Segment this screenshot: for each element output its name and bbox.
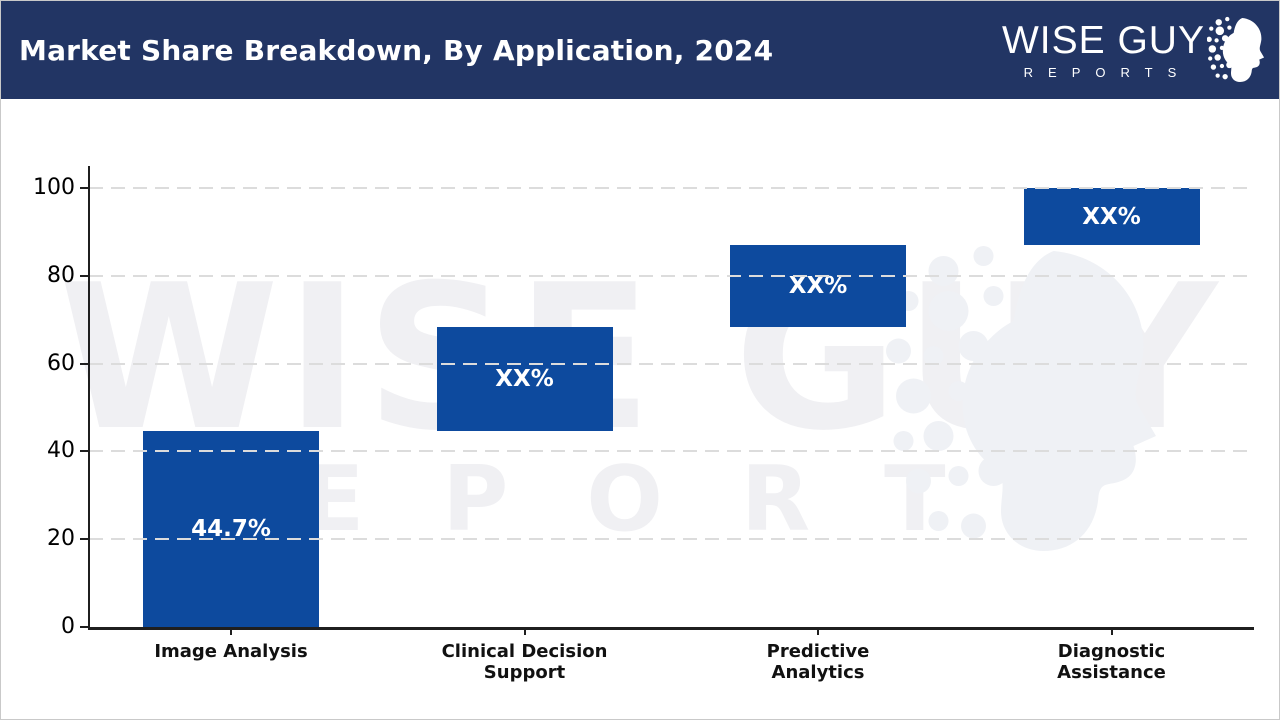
x-axis-tick <box>230 627 232 635</box>
bar-4: XX% <box>1023 188 1200 246</box>
x-axis-tick <box>817 627 819 635</box>
bar-3: XX% <box>730 245 906 328</box>
category-label-3: Predictive Analytics <box>766 641 870 683</box>
bar-1: 44.7% <box>143 430 319 627</box>
bar-value-label: XX% <box>495 365 554 392</box>
y-tick-label: 0 <box>61 614 75 639</box>
bar-2: XX% <box>436 327 613 431</box>
y-axis-tick <box>80 274 88 277</box>
x-axis-tick <box>523 627 526 635</box>
x-axis-line <box>88 627 1254 630</box>
y-tick-label: 20 <box>47 526 75 552</box>
gridline-y100 <box>89 187 1254 189</box>
logo-wordmark: WISE GUY <box>1001 18 1205 62</box>
header-banner: Market Share Breakdown, By Application, … <box>1 1 1279 99</box>
gridline-y40 <box>89 450 1254 453</box>
y-axis-tick <box>80 538 88 541</box>
y-axis-line <box>88 166 90 630</box>
logo-wordmark-block: WISE GUY REPORTS <box>1002 21 1205 80</box>
bar-value-label: 44.7% <box>191 515 271 542</box>
category-label-4: Diagnostic Assistance <box>1057 641 1166 683</box>
y-tick-label: 80 <box>47 262 75 288</box>
watermark-wordmark: WISE GUY <box>58 242 1224 475</box>
y-axis-tick <box>80 626 88 628</box>
y-tick-label: 60 <box>47 350 75 376</box>
bar-value-label: XX% <box>788 273 848 300</box>
gridline-y60 <box>89 362 1254 365</box>
logo-head-profile-icon <box>1207 16 1265 82</box>
gridline-y20 <box>89 538 1254 541</box>
x-axis-tick <box>1110 627 1113 635</box>
bar-value-label: XX% <box>1082 203 1141 230</box>
y-axis-tick <box>80 450 88 453</box>
category-label-1: Image Analysis <box>154 641 308 662</box>
wise-guy-logo: WISE GUY REPORTS <box>1002 9 1271 91</box>
y-tick-label: 40 <box>47 438 75 464</box>
gridline-y80 <box>89 274 1254 277</box>
category-label-2: Clinical Decision Support <box>441 641 608 683</box>
y-tick-label: 100 <box>33 175 75 200</box>
watermark-head-profile-icon <box>886 246 1156 551</box>
y-axis-tick <box>80 187 88 189</box>
logo-subtext: REPORTS <box>1023 64 1192 80</box>
y-axis-tick <box>80 362 88 365</box>
page-title: Market Share Breakdown, By Application, … <box>19 33 774 67</box>
